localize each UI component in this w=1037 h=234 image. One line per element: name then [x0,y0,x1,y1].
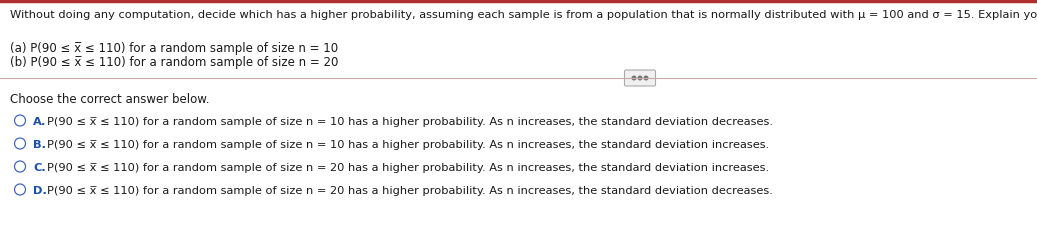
Circle shape [15,161,26,172]
Text: P(90 ≤ x̅ ≤ 110) for a random sample of size n = 10 has a higher probability. As: P(90 ≤ x̅ ≤ 110) for a random sample of … [47,117,773,127]
Circle shape [638,76,642,80]
Text: Choose the correct answer below.: Choose the correct answer below. [10,93,209,106]
Text: (a) P(90 ≤ x̅ ≤ 110) for a random sample of size n = 10: (a) P(90 ≤ x̅ ≤ 110) for a random sample… [10,42,338,55]
Circle shape [644,76,648,80]
Text: P(90 ≤ x̅ ≤ 110) for a random sample of size n = 20 has a higher probability. As: P(90 ≤ x̅ ≤ 110) for a random sample of … [47,163,769,173]
Text: D.: D. [33,186,47,196]
Text: A.: A. [33,117,47,127]
Text: (b) P(90 ≤ x̅ ≤ 110) for a random sample of size n = 20: (b) P(90 ≤ x̅ ≤ 110) for a random sample… [10,56,338,69]
Text: Without doing any computation, decide which has a higher probability, assuming e: Without doing any computation, decide wh… [10,10,1037,20]
Circle shape [633,76,636,80]
Circle shape [15,184,26,195]
Text: P(90 ≤ x̅ ≤ 110) for a random sample of size n = 10 has a higher probability. As: P(90 ≤ x̅ ≤ 110) for a random sample of … [47,140,769,150]
Circle shape [15,138,26,149]
Text: B.: B. [33,140,46,150]
Text: C.: C. [33,163,46,173]
FancyBboxPatch shape [624,70,655,86]
Text: P(90 ≤ x̅ ≤ 110) for a random sample of size n = 20 has a higher probability. As: P(90 ≤ x̅ ≤ 110) for a random sample of … [47,186,773,196]
Circle shape [15,115,26,126]
